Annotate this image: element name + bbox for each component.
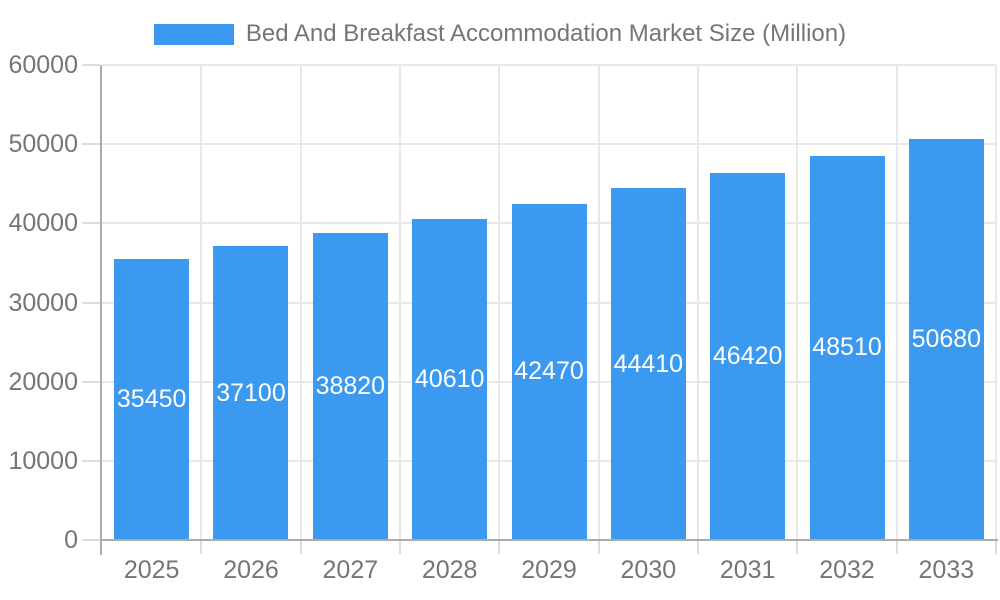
legend-item[interactable]: Bed And Breakfast Accommodation Market S…: [0, 20, 1000, 48]
x-axis-tick-label: 2033: [918, 556, 975, 584]
y-axis-tick: [82, 459, 100, 462]
x-axis-line: [100, 539, 998, 541]
bar-value-label: 48510: [812, 333, 882, 362]
legend-label: Bed And Breakfast Accommodation Market S…: [245, 20, 847, 47]
h-gridline: [102, 64, 996, 66]
x-axis-tick-label: 2027: [322, 556, 379, 584]
y-axis-tick: [82, 222, 100, 225]
bar-value-label: 50680: [911, 324, 982, 353]
y-axis-tick: [82, 301, 100, 304]
bar[interactable]: 42470: [511, 203, 587, 540]
x-axis-tick-label: 2028: [421, 556, 478, 584]
h-gridline: [102, 143, 996, 146]
y-axis-tick-label: 60000: [8, 51, 78, 79]
x-axis-tick: [796, 541, 799, 554]
v-gridline: [498, 65, 501, 540]
legend-swatch: [153, 23, 234, 45]
y-axis-tick: [82, 143, 100, 146]
bar-value-label: 46420: [712, 341, 783, 370]
y-axis-tick: [82, 539, 100, 541]
y-axis-tick-label: 0: [64, 526, 78, 554]
x-axis-tick: [895, 541, 898, 554]
bar-value-label: 40610: [414, 364, 485, 393]
bar-value-label: 35450: [116, 385, 187, 414]
x-axis-tick-label: 2025: [123, 556, 180, 584]
y-axis-line: [100, 65, 102, 555]
x-axis-tick-label: 2031: [719, 556, 776, 584]
bar[interactable]: 44410: [610, 188, 686, 540]
x-axis-tick: [597, 541, 600, 554]
bar[interactable]: 48510: [809, 155, 885, 540]
bar-value-label: 44410: [613, 349, 684, 378]
x-axis-tick-label: 2026: [223, 556, 279, 584]
bar-value-label: 42470: [514, 357, 584, 386]
x-axis-tick: [697, 541, 699, 554]
y-axis-tick-label: 40000: [8, 209, 78, 238]
x-axis-tick: [995, 541, 997, 554]
x-axis-tick: [299, 541, 302, 554]
v-gridline: [200, 65, 203, 540]
bar-value-label: 38820: [315, 371, 386, 400]
y-axis-tick-label: 50000: [8, 130, 78, 159]
x-axis-tick: [399, 541, 401, 554]
y-axis-tick-label: 10000: [8, 446, 78, 475]
y-axis-tick-label: 30000: [8, 288, 78, 317]
v-gridline: [299, 65, 302, 540]
bar[interactable]: 37100: [213, 246, 289, 540]
x-axis-tick-label: 2029: [521, 556, 577, 584]
x-axis-tick: [498, 541, 501, 554]
v-gridline: [696, 65, 699, 540]
y-axis-tick: [82, 64, 100, 66]
x-axis-tick: [200, 541, 203, 554]
x-axis-tick-label: 2030: [620, 556, 677, 584]
bar[interactable]: 38820: [312, 232, 388, 540]
bar-value-label: 37100: [216, 378, 286, 407]
v-gridline: [796, 65, 799, 540]
bar[interactable]: 50680: [908, 138, 984, 540]
v-gridline: [597, 65, 600, 540]
bar[interactable]: 35450: [114, 259, 190, 540]
y-axis-tick: [82, 380, 100, 383]
v-gridline: [398, 65, 401, 540]
x-axis-tick-label: 2032: [819, 556, 875, 584]
plot-area: 35450 37100 38820 40610 42470 44410 46420 48510…: [102, 64, 997, 540]
bar[interactable]: 40610: [412, 218, 488, 540]
v-gridline: [995, 65, 997, 540]
bar[interactable]: 46420: [710, 172, 786, 540]
y-axis-tick-label: 20000: [8, 367, 78, 396]
v-gridline: [895, 65, 898, 540]
